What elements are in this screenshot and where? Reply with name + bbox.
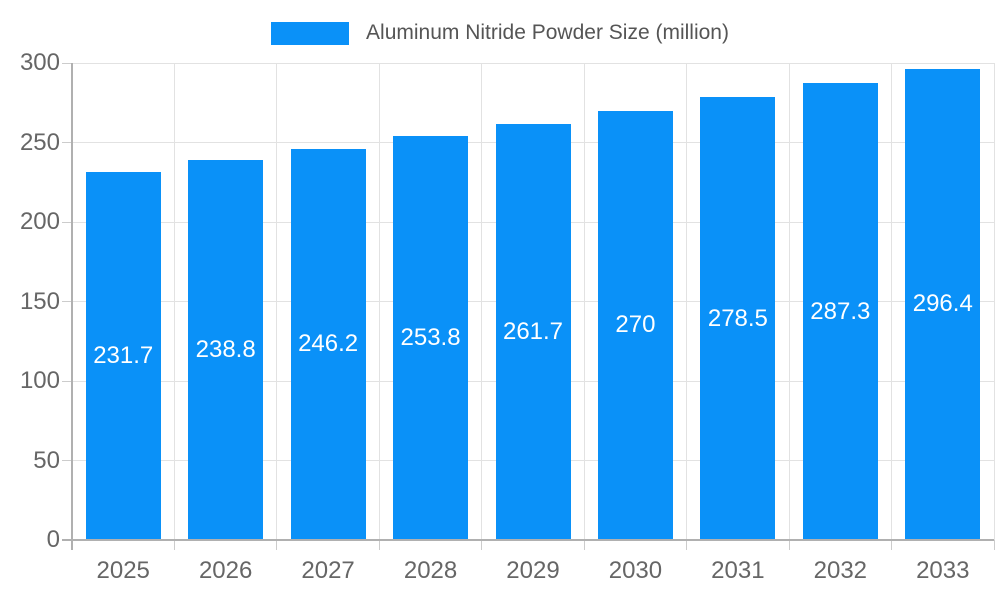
legend-swatch-icon xyxy=(271,21,350,45)
bar-value-label: 278.5 xyxy=(707,304,768,332)
x-tick-label: 2032 xyxy=(813,557,868,584)
bar[interactable]: 246.2 xyxy=(290,148,366,540)
x-axis-line xyxy=(62,539,994,541)
x-axis-tick xyxy=(173,540,175,550)
bar-value-label: 238.8 xyxy=(195,336,256,364)
x-tick-label: 2027 xyxy=(301,557,355,584)
y-tick-label: 300 xyxy=(19,49,60,76)
bar-value-label: 261.7 xyxy=(502,317,564,345)
y-tick-label: 50 xyxy=(33,446,60,474)
gridline-vertical xyxy=(686,63,688,540)
gridline-vertical xyxy=(276,63,278,540)
bar-value-label: 296.4 xyxy=(912,290,973,318)
bar-value-label: 270 xyxy=(615,311,656,339)
y-axis-tick xyxy=(62,142,72,143)
bar[interactable]: 270 xyxy=(597,110,673,540)
y-axis-tick xyxy=(62,301,72,302)
x-axis-tick xyxy=(891,540,893,550)
x-axis-tick xyxy=(993,540,995,550)
bar[interactable]: 296.4 xyxy=(905,68,981,540)
y-axis-tick xyxy=(62,221,72,223)
gridline-vertical xyxy=(891,63,893,540)
gridline-vertical xyxy=(481,63,483,540)
x-tick-label: 2026 xyxy=(198,557,253,584)
bar[interactable]: 287.3 xyxy=(802,83,878,540)
y-axis-tick xyxy=(62,460,72,461)
bar[interactable]: 238.8 xyxy=(188,160,264,540)
x-axis-tick xyxy=(583,540,585,550)
bar-value-label: 231.7 xyxy=(93,341,154,369)
x-tick-label: 2025 xyxy=(96,557,150,584)
x-axis-tick xyxy=(481,540,483,550)
bar-value-label: 253.8 xyxy=(400,324,461,352)
x-tick-label: 2029 xyxy=(506,557,560,584)
bar[interactable]: 261.7 xyxy=(495,123,571,540)
y-axis-line xyxy=(71,63,73,550)
legend[interactable]: Aluminum Nitride Powder Size (million) xyxy=(0,15,1000,51)
y-axis-tick xyxy=(62,62,72,64)
y-tick-label: 250 xyxy=(19,128,60,156)
y-tick-label: 200 xyxy=(19,208,60,235)
bar[interactable]: 231.7 xyxy=(85,171,161,540)
x-tick-label: 2030 xyxy=(608,557,663,584)
x-axis-tick xyxy=(788,540,790,550)
bar-value-label: 287.3 xyxy=(810,297,871,325)
y-tick-label: 100 xyxy=(19,367,60,394)
bar[interactable]: 278.5 xyxy=(700,97,776,540)
gridline-horizontal xyxy=(72,62,994,64)
x-tick-label: 2028 xyxy=(403,557,458,584)
gridline-vertical xyxy=(378,63,380,540)
gridline-vertical xyxy=(583,63,585,540)
gridline-vertical xyxy=(993,63,995,540)
gridline-vertical xyxy=(788,63,790,540)
bar-value-label: 246.2 xyxy=(298,330,359,358)
x-tick-label: 2033 xyxy=(916,557,970,584)
x-axis-tick xyxy=(378,540,380,550)
y-tick-label: 150 xyxy=(19,287,60,315)
x-axis-tick xyxy=(686,540,688,550)
bar[interactable]: 253.8 xyxy=(393,136,469,540)
x-tick-label: 2031 xyxy=(711,557,765,584)
y-tick-label: 0 xyxy=(46,526,60,553)
y-axis-tick xyxy=(62,380,72,382)
x-axis-tick xyxy=(276,540,278,550)
legend-label: Aluminum Nitride Powder Size (million) xyxy=(366,21,729,44)
gridline-vertical xyxy=(173,63,175,540)
